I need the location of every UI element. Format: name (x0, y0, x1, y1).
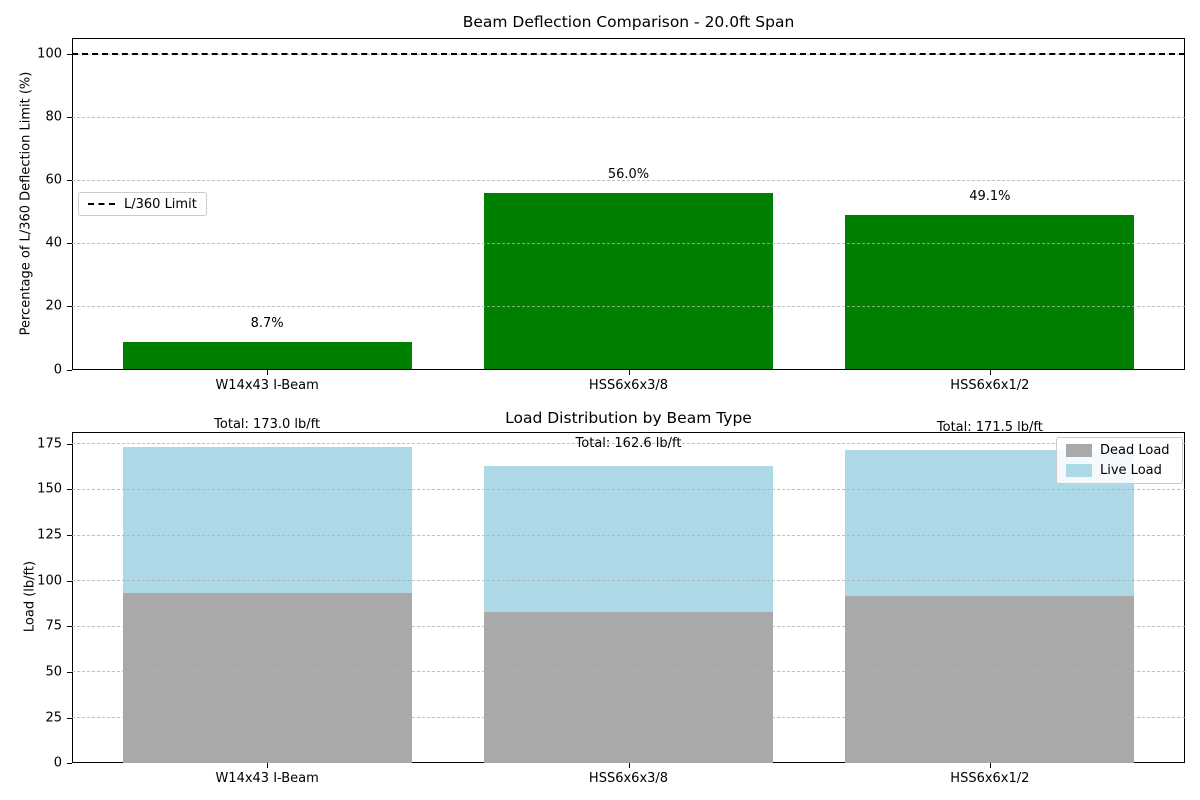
gridline-y100 (72, 580, 1185, 582)
x-tick-label-HSS6x6x3/8: HSS6x6x3/8 (588, 377, 669, 393)
dead-load-legend-label: Dead Load (1100, 443, 1170, 458)
gridline-y175 (72, 443, 1185, 445)
chart2-y-axis-label: Load (lb/ft) (22, 560, 38, 633)
gridline-y80 (72, 116, 1185, 118)
y-tick-mark (67, 580, 72, 582)
gridline-y150 (72, 488, 1185, 490)
y-tick-label: 60 (45, 172, 62, 188)
live-load-swatch (1066, 464, 1092, 477)
gridline-y25 (72, 717, 1185, 719)
gridline-y50 (72, 671, 1185, 673)
x-tick-label-HSS6x6x3/8: HSS6x6x3/8 (588, 771, 669, 787)
bar-value-label: 49.1% (969, 188, 1011, 204)
y-tick-mark (67, 763, 72, 765)
y-tick-label: 150 (37, 481, 62, 497)
chart1-legend-label: L/360 Limit (124, 196, 197, 212)
legend-row-dead-load: Dead Load (1066, 443, 1173, 458)
dead-load-swatch (1066, 444, 1092, 457)
y-tick-mark (67, 117, 72, 119)
gridline-y125 (72, 534, 1185, 536)
y-tick-label: 175 (37, 436, 62, 452)
x-tick-mark (989, 369, 991, 375)
y-tick-mark (67, 369, 72, 371)
y-tick-label: 100 (37, 46, 62, 62)
y-tick-label: 0 (53, 362, 62, 377)
bar-value-label: 56.0% (607, 167, 650, 183)
y-tick-mark (67, 243, 72, 245)
bar-W14x43 I-Beam (122, 342, 412, 370)
limit-line (72, 53, 1185, 56)
y-tick-label: 80 (45, 109, 62, 125)
chart1-title: Beam Deflection Comparison - 20.0ft Span (462, 13, 795, 31)
y-tick-mark (67, 54, 72, 56)
y-tick-label: 40 (45, 235, 62, 251)
bar-HSS6x6x1/2 (845, 214, 1135, 370)
stacked-segment-dead-HSS6x6x3/8 (483, 612, 774, 764)
gridline-y60 (72, 179, 1185, 181)
total-label: Total: 171.5 lb/ft (936, 420, 1043, 436)
bar-HSS6x6x3/8 (483, 193, 774, 370)
x-tick-mark (628, 369, 630, 375)
stacked-segment-live-HSS6x6x3/8 (483, 466, 774, 613)
x-tick-mark (989, 763, 991, 769)
y-tick-mark (67, 443, 72, 445)
gridline-y75 (72, 625, 1185, 627)
dashed-line-legend-sample (88, 203, 115, 205)
chart1-y-axis-label: Percentage of L/360 Deflection Limit (%) (18, 71, 34, 336)
total-label: Total: 173.0 lb/ft (214, 417, 321, 433)
chart1-legend: L/360 Limit (78, 192, 207, 216)
y-tick-mark (67, 626, 72, 628)
x-tick-label-W14x43 I-Beam: W14x43 I-Beam (215, 377, 319, 393)
total-label: Total: 162.6 lb/ft (575, 436, 682, 452)
x-tick-label-W14x43 I-Beam: W14x43 I-Beam (215, 771, 319, 787)
y-tick-mark (67, 180, 72, 182)
stacked-segment-live-W14x43 I-Beam (122, 447, 412, 594)
y-tick-mark (67, 489, 72, 491)
live-load-legend-label: Live Load (1100, 463, 1162, 478)
stacked-segment-dead-HSS6x6x1/2 (845, 596, 1135, 764)
y-tick-mark (67, 306, 72, 308)
y-tick-label: 25 (45, 710, 62, 726)
x-tick-mark (628, 763, 630, 769)
x-tick-label-HSS6x6x1/2: HSS6x6x1/2 (950, 377, 1030, 393)
x-tick-mark (267, 369, 269, 375)
gridline-y20 (72, 305, 1185, 307)
y-tick-label: 75 (45, 618, 62, 634)
x-tick-mark (267, 763, 269, 769)
y-tick-label: 125 (37, 527, 62, 543)
stacked-segment-dead-W14x43 I-Beam (122, 593, 412, 764)
y-tick-mark (67, 535, 72, 537)
bar-value-label: 8.7% (250, 316, 284, 332)
y-tick-label: 50 (45, 664, 62, 680)
y-tick-label: 100 (37, 573, 62, 589)
legend-row-live-load: Live Load (1066, 463, 1173, 478)
gridline-y40 (72, 242, 1185, 244)
y-tick-mark (67, 671, 72, 673)
x-tick-label-HSS6x6x1/2: HSS6x6x1/2 (950, 771, 1030, 787)
chart2-legend: Dead Load Live Load (1056, 437, 1183, 484)
chart2-title: Load Distribution by Beam Type (505, 409, 752, 427)
y-tick-label: 20 (45, 298, 62, 314)
y-tick-label: 0 (53, 755, 62, 771)
y-tick-mark (67, 717, 72, 719)
